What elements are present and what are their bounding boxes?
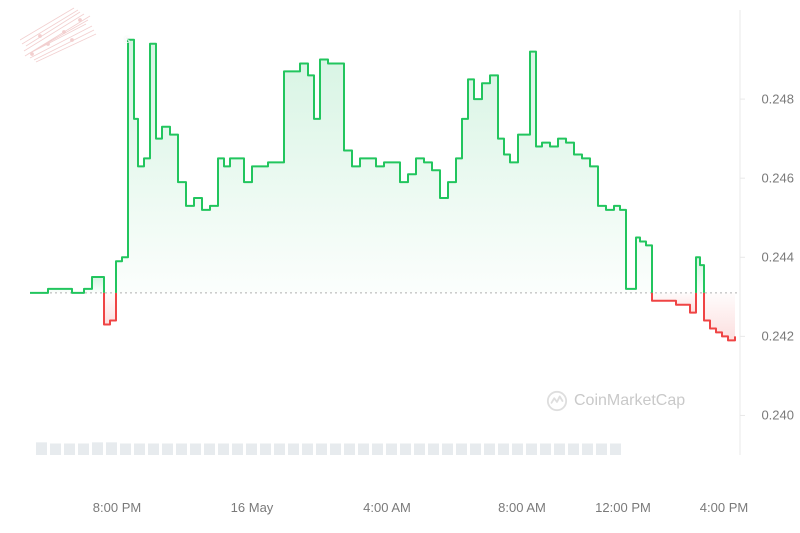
grid [740,10,745,455]
area-fill [30,40,735,341]
watermark: CoinMarketCap [546,390,685,412]
x-axis-label: 16 May [231,500,274,515]
y-axis-label: 0.242 [761,329,794,344]
x-axis-label: 8:00 AM [498,500,546,515]
x-axis-label: 12:00 PM [595,500,651,515]
y-axis-label: 0.244 [761,250,794,265]
price-chart: s CoinMarketCap 0.248 0.246 0.244 0.242 0.24… [0,0,800,533]
watermark-text: CoinMarketCap [574,392,685,410]
y-axis-label: 0.246 [761,171,794,186]
x-axis-label: 4:00 PM [700,500,748,515]
overlay-text: s [124,32,130,46]
y-axis-label: 0.248 [761,92,794,107]
logo-icon [20,6,100,66]
volume-bars [36,442,621,455]
chart-svg [0,0,800,533]
x-axis-label: 4:00 AM [363,500,411,515]
x-axis-label: 8:00 PM [93,500,141,515]
y-axis-label: 0.240 [761,408,794,423]
coinmarketcap-icon [546,390,568,412]
